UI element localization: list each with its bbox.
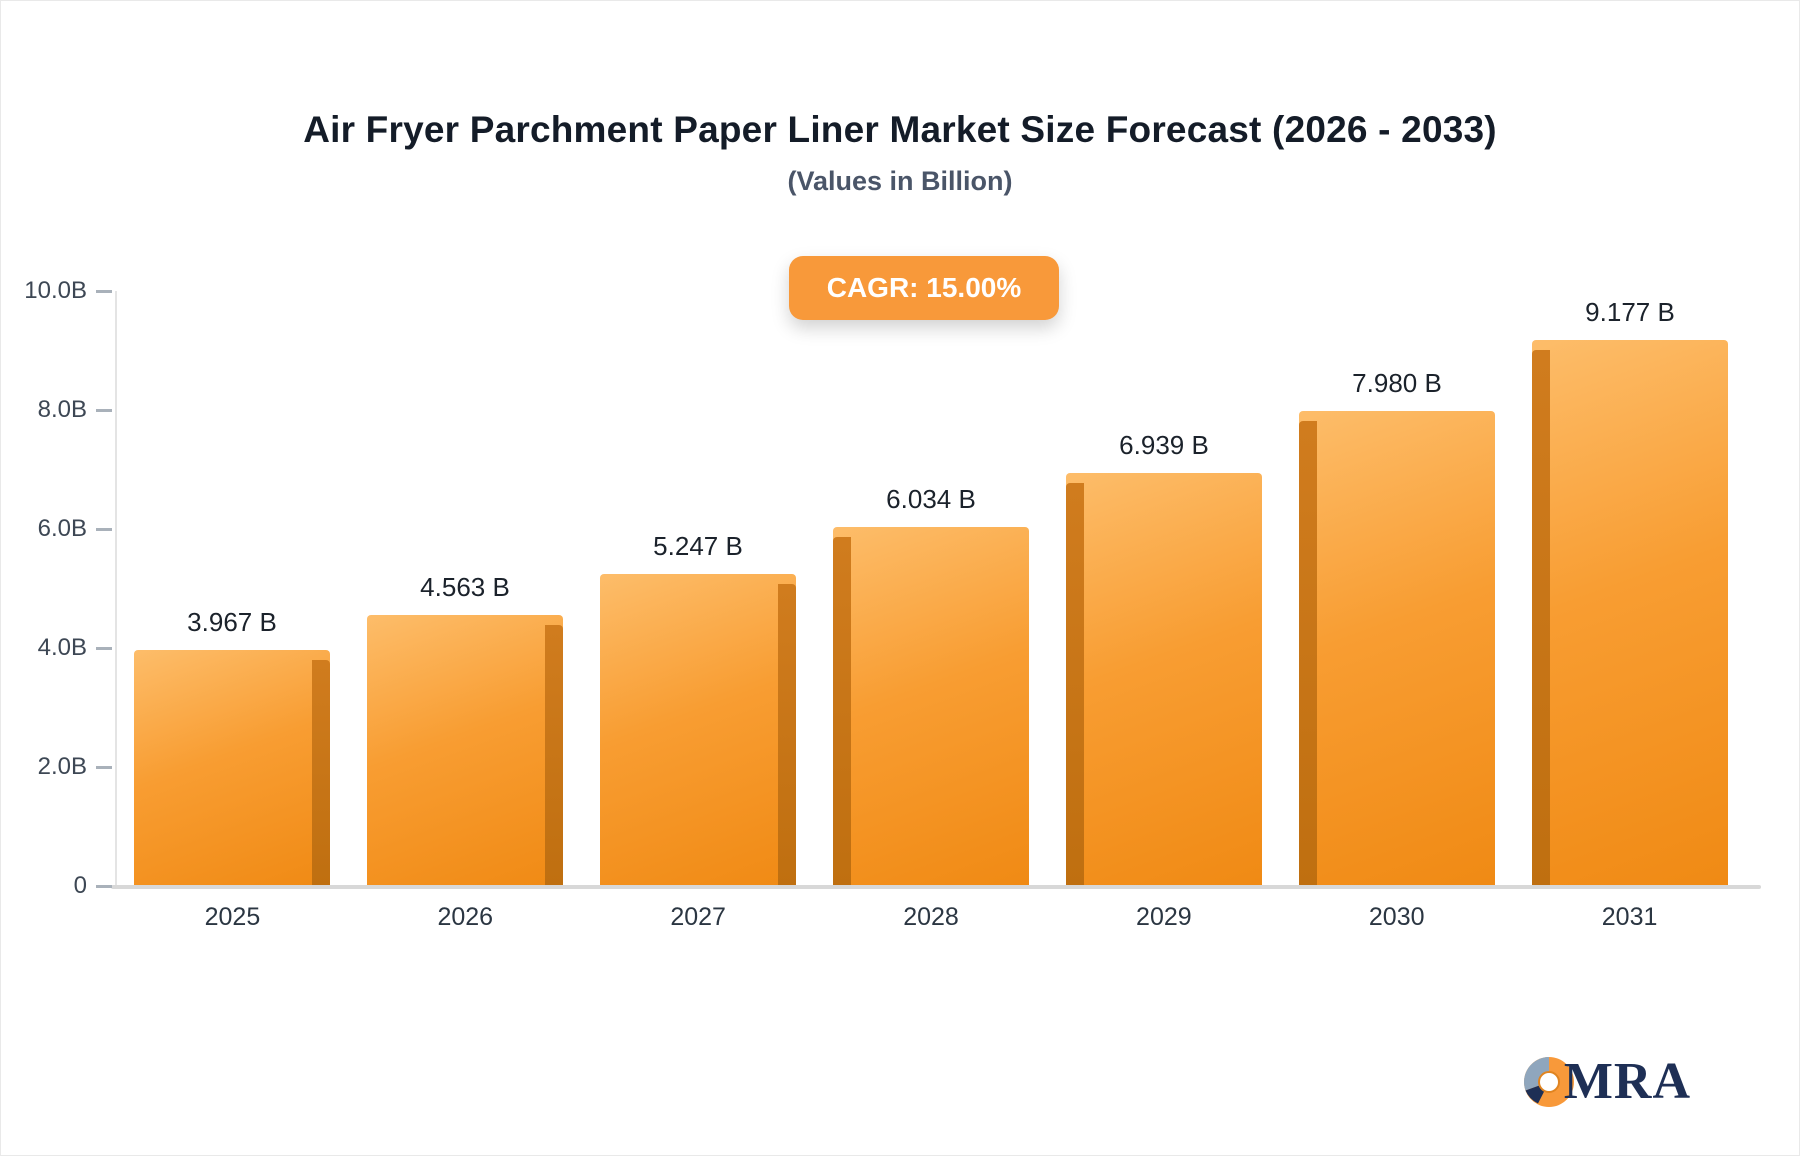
y-axis-tick-label: 0 xyxy=(73,872,87,899)
bar-value-label: 5.247 B xyxy=(653,531,743,561)
bar xyxy=(600,574,796,886)
x-axis-label: 2027 xyxy=(670,903,726,931)
bar-3d-side xyxy=(545,625,563,886)
x-axis-baseline xyxy=(111,885,1761,889)
page-subtitle: (Values in Billion) xyxy=(787,166,1013,196)
x-axis-label: 2030 xyxy=(1368,903,1425,931)
y-axis-line xyxy=(115,291,117,886)
y-axis-tick-mark xyxy=(96,528,112,531)
y-axis-tick-mark xyxy=(96,885,112,888)
y-axis-tick-label: 10.0B xyxy=(24,277,87,304)
brand-logo: MRA xyxy=(1522,1052,1691,1111)
page-title: Air Fryer Parchment Paper Liner Market S… xyxy=(303,109,1497,150)
y-axis-tick-label: 6.0B xyxy=(37,515,87,542)
pie-logo-icon xyxy=(1523,1056,1574,1107)
bar xyxy=(833,527,1029,886)
x-axis-label: 2031 xyxy=(1601,903,1658,931)
y-axis-tick-label: 8.0B xyxy=(37,396,87,423)
cagr-badge-label: CAGR: 15.00% xyxy=(826,272,1022,303)
y-axis-tick-mark xyxy=(96,409,112,412)
logo-text: MRA xyxy=(1563,1053,1691,1110)
y-axis-tick-label: 2.0B xyxy=(37,753,87,780)
bar-value-label: 6.034 B xyxy=(886,484,976,514)
bar xyxy=(134,650,330,886)
y-axis-tick-label: 4.0B xyxy=(37,634,87,661)
bar-3d-side xyxy=(1532,350,1550,886)
bar-chart: 3.967 B 4.563 B 5.247 B 6.034 B 6.939 B 7.980… xyxy=(1,277,1800,1011)
bar-3d-side xyxy=(312,660,330,886)
plot-area: 3.967 B 4.563 B 5.247 B 6.034 B 6.939 B 7.980… xyxy=(116,291,1746,886)
x-axis-label: 2028 xyxy=(903,903,959,931)
x-axis-label: 2029 xyxy=(1136,903,1192,931)
x-axis-labels: 2025 2026 2027 2028 2029 2030 2031 xyxy=(116,903,1746,939)
y-axis-tick-mark xyxy=(96,290,112,293)
y-axis-tick-mark xyxy=(96,647,112,650)
bar-value-label: 9.177 B xyxy=(1585,297,1675,327)
bar-3d-side xyxy=(1066,483,1084,886)
bar xyxy=(1299,411,1495,886)
bar xyxy=(1066,473,1262,886)
bar xyxy=(1532,340,1728,886)
x-axis-label: 2026 xyxy=(437,903,494,931)
bar-value-label: 4.563 B xyxy=(420,572,510,602)
bar-value-label: 7.980 B xyxy=(1352,368,1442,398)
cagr-badge: CAGR: 15.00% xyxy=(789,256,1059,320)
bar-value-label: 6.939 B xyxy=(1119,430,1209,460)
bar xyxy=(367,615,563,886)
bar-3d-side xyxy=(1299,421,1317,886)
bar-3d-side xyxy=(833,537,851,886)
bar-value-label: 3.967 B xyxy=(187,607,277,637)
x-axis-label: 2025 xyxy=(204,903,261,931)
y-axis-tick-mark xyxy=(96,766,112,769)
bar-3d-side xyxy=(778,584,796,886)
